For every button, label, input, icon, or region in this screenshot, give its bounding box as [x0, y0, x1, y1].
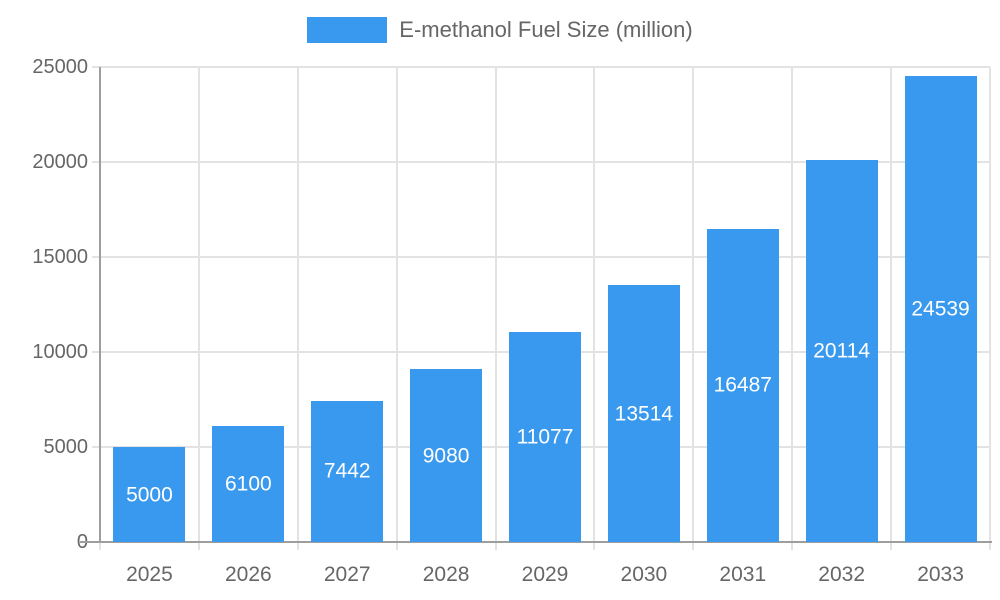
- bar[interactable]: 7442: [311, 400, 384, 542]
- bar-value-label: 11077: [516, 425, 574, 449]
- y-axis-line: [99, 67, 101, 542]
- x-tick-label: 2033: [917, 563, 964, 586]
- x-tick-label: 2029: [521, 563, 569, 586]
- x-tick-mark: [791, 542, 794, 550]
- y-tick-label: 0: [2, 532, 88, 552]
- y-tick-mark: [92, 161, 100, 163]
- chart-legend-item[interactable]: E-methanol Fuel Size (million): [0, 15, 1000, 45]
- x-tick-label: 2031: [719, 563, 767, 586]
- x-tick-mark: [593, 542, 596, 550]
- y-tick-label: 15000: [32, 246, 88, 268]
- bar[interactable]: 11077: [509, 331, 581, 542]
- legend-swatch: [307, 17, 388, 43]
- y-tick-mark: [92, 256, 100, 258]
- y-tick-label: 10000: [32, 341, 88, 363]
- x-tick-mark: [296, 542, 299, 550]
- x-tick-mark: [99, 542, 101, 550]
- x-tick-mark: [890, 542, 893, 550]
- x-tick-mark: [395, 542, 398, 550]
- x-tick-mark: [692, 542, 695, 550]
- bar-value-label: 9080: [422, 444, 470, 468]
- x-tick-mark: [197, 542, 200, 550]
- x-tick-label: 2028: [422, 563, 470, 586]
- x-gridline: [692, 67, 695, 542]
- bar-value-label: 5000: [126, 483, 173, 506]
- x-tick-label: 2025: [126, 563, 173, 586]
- y-tick-label: 20000: [32, 151, 88, 173]
- x-gridline: [494, 67, 497, 542]
- bar-value-label: 20114: [813, 339, 871, 363]
- x-gridline: [791, 67, 794, 542]
- bar[interactable]: 13514: [607, 285, 680, 542]
- x-tick-label: 2027: [323, 563, 371, 586]
- bar-value-label: 7442: [323, 459, 371, 483]
- x-gridline: [197, 67, 200, 542]
- y-tick-label: 5000: [43, 436, 89, 458]
- x-axis-line: [80, 541, 992, 543]
- x-gridline: [989, 67, 991, 542]
- bar-value-label: 6100: [224, 472, 272, 496]
- y-tick-label: 25000: [32, 56, 88, 78]
- x-tick-mark: [494, 542, 497, 550]
- bar[interactable]: 6100: [212, 426, 285, 542]
- x-gridline: [296, 67, 299, 542]
- bar[interactable]: 9080: [410, 369, 483, 542]
- x-gridline: [395, 67, 398, 542]
- x-gridline: [890, 67, 893, 542]
- bar-value-label: 16487: [713, 373, 772, 397]
- x-tick-label: 2032: [818, 563, 866, 586]
- x-gridline: [593, 67, 596, 542]
- x-tick-mark: [989, 542, 991, 550]
- bar[interactable]: 16487: [706, 228, 779, 542]
- bar[interactable]: 24539: [904, 75, 977, 542]
- bar[interactable]: 5000: [113, 447, 186, 542]
- y-gridline: [100, 256, 990, 258]
- bar-value-label: 24539: [911, 297, 970, 321]
- bar-value-label: 13514: [614, 402, 674, 426]
- bar[interactable]: 20114: [805, 159, 878, 542]
- x-tick-label: 2026: [224, 563, 272, 586]
- y-tick-mark: [92, 66, 100, 68]
- x-tick-label: 2030: [620, 563, 668, 586]
- legend-label: E-methanol Fuel Size (million): [399, 17, 693, 42]
- y-tick-mark: [92, 446, 100, 448]
- y-gridline: [100, 161, 990, 163]
- y-tick-mark: [92, 351, 100, 353]
- y-gridline: [100, 66, 990, 68]
